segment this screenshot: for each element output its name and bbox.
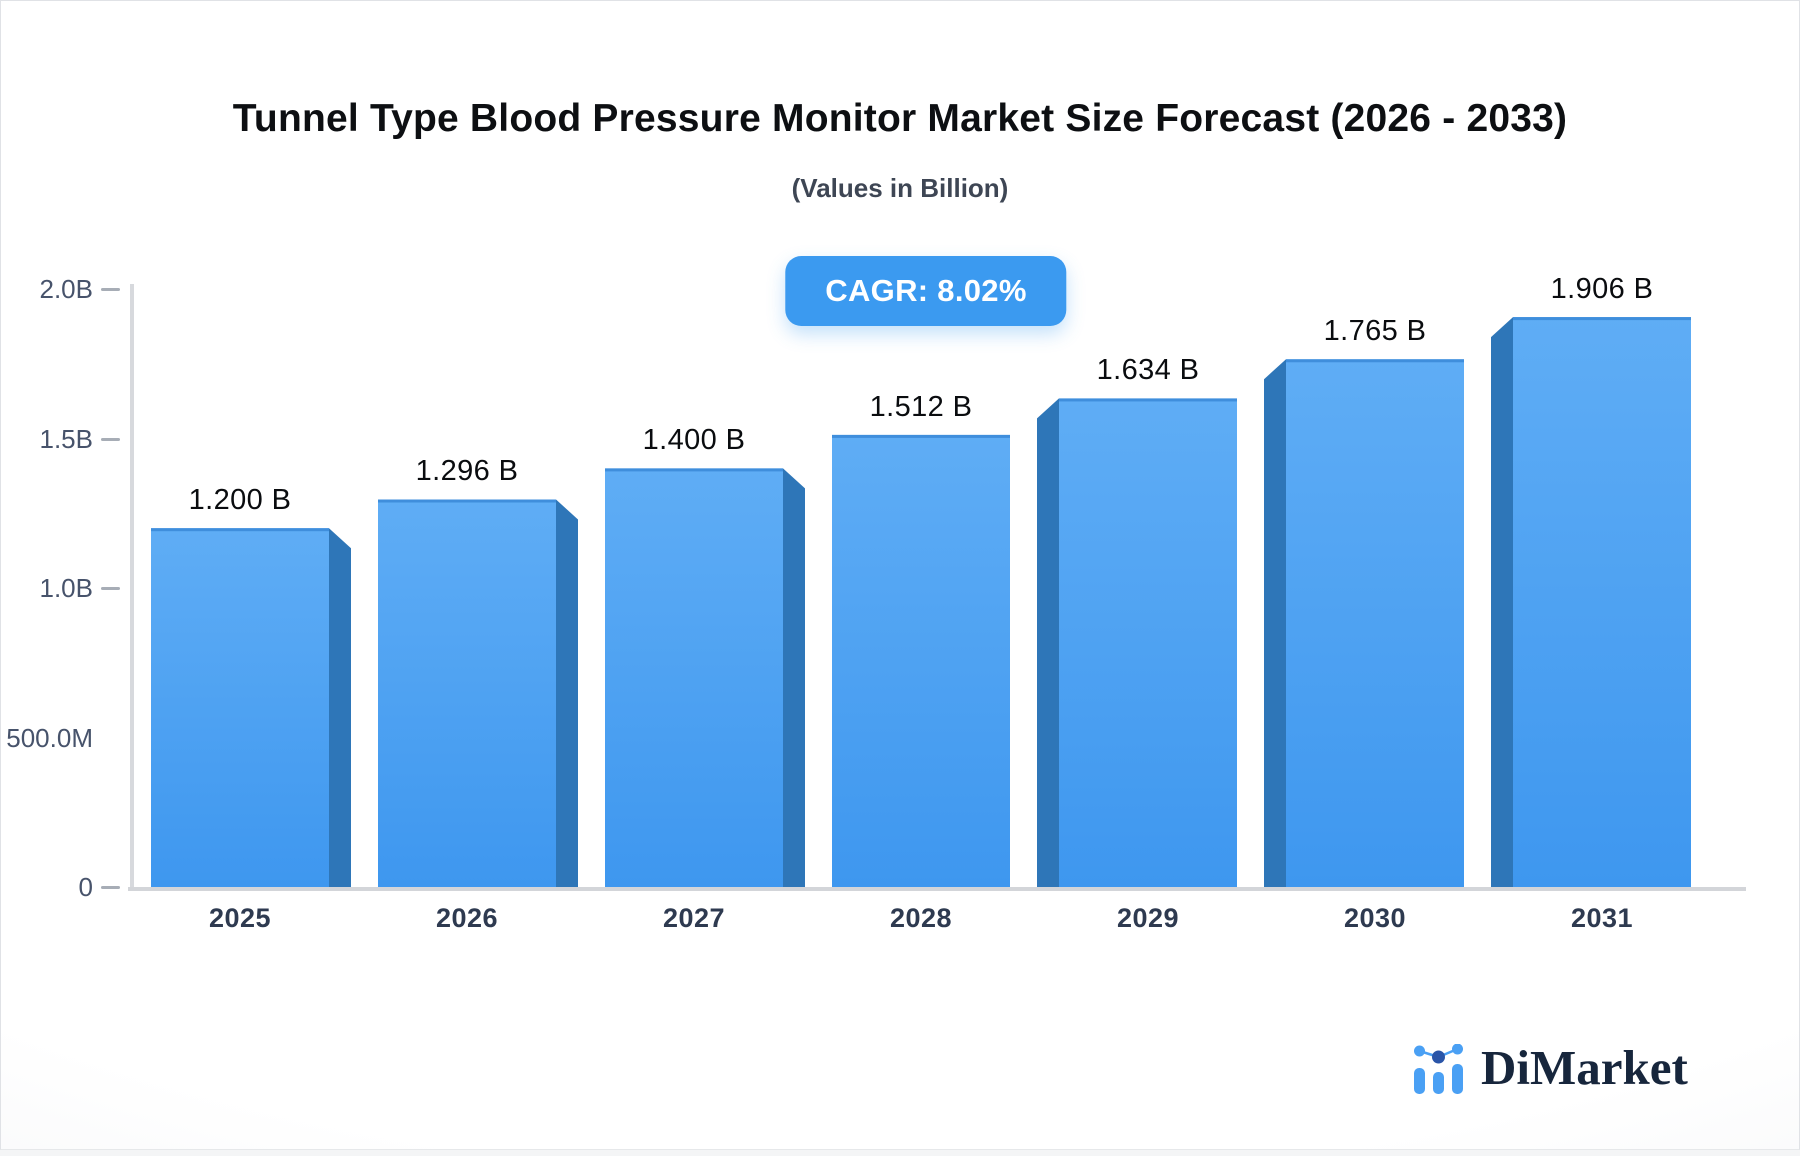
bar-top-edge (832, 434, 1010, 438)
chart-title: Tunnel Type Blood Pressure Monitor Marke… (232, 97, 1568, 140)
page-bottom-strip (0, 1150, 1800, 1156)
bar-face (151, 528, 329, 887)
bar-top-edge (1513, 317, 1691, 321)
bar-side (329, 528, 351, 887)
bar-side (783, 468, 805, 887)
bar-side (556, 499, 578, 887)
bar-side (1264, 359, 1286, 887)
bar-face (1286, 359, 1464, 887)
bar-value-label: 1.200 B (188, 484, 292, 517)
x-axis-line (128, 887, 1746, 891)
x-axis-label: 2030 (1343, 903, 1407, 933)
y-axis-tick-dash (101, 437, 120, 441)
y-axis-tick-label: 2.0B (39, 274, 94, 304)
bar-value-label: 1.296 B (415, 455, 519, 488)
bar-face (605, 468, 783, 887)
y-axis-tick-label: 0 (78, 872, 93, 902)
brand-name: DiMarket (1481, 1040, 1688, 1095)
x-axis-label: 2029 (1116, 903, 1180, 933)
bar-top-edge (1286, 359, 1464, 363)
brand-logo: DiMarket (1414, 1043, 1688, 1094)
bar-value-label: 1.634 B (1096, 354, 1200, 387)
bar-value-label: 1.906 B (1550, 273, 1654, 306)
x-axis-label: 2027 (662, 903, 726, 933)
bar-face (1513, 317, 1691, 888)
x-axis-label: 2025 (208, 903, 272, 933)
bar-value-label: 1.400 B (642, 424, 746, 457)
bar-face (1059, 398, 1237, 887)
y-axis-tick-dash (101, 288, 120, 291)
y-axis-tick-label: 1.5B (39, 423, 94, 454)
x-axis-label: 2026 (435, 903, 499, 933)
dimarket-logo-icon (1414, 1044, 1463, 1094)
y-axis-tick-label: 1.0B (39, 573, 94, 603)
bar-top-edge (605, 468, 783, 472)
y-axis-tick-dash (101, 587, 120, 590)
bar-top-edge (1059, 398, 1237, 402)
y-axis-tick-dash (101, 886, 120, 889)
y-axis-line (130, 284, 134, 891)
bar-value-label: 1.765 B (1323, 315, 1427, 348)
y-axis-tick-label: 500.0M (6, 722, 93, 753)
bar-face (378, 499, 556, 887)
bar-side (1491, 317, 1513, 888)
bar-top-edge (151, 528, 329, 532)
bar-face (832, 434, 1010, 887)
bar-value-label: 1.512 B (869, 390, 973, 423)
chart-subtitle: (Values in Billion) (791, 173, 1009, 203)
cagr-badge: CAGR: 8.02% (785, 256, 1067, 326)
x-axis-label: 2028 (889, 903, 953, 933)
bar-top-edge (378, 499, 556, 503)
x-axis-label: 2031 (1570, 903, 1634, 933)
bar-side (1037, 398, 1059, 887)
